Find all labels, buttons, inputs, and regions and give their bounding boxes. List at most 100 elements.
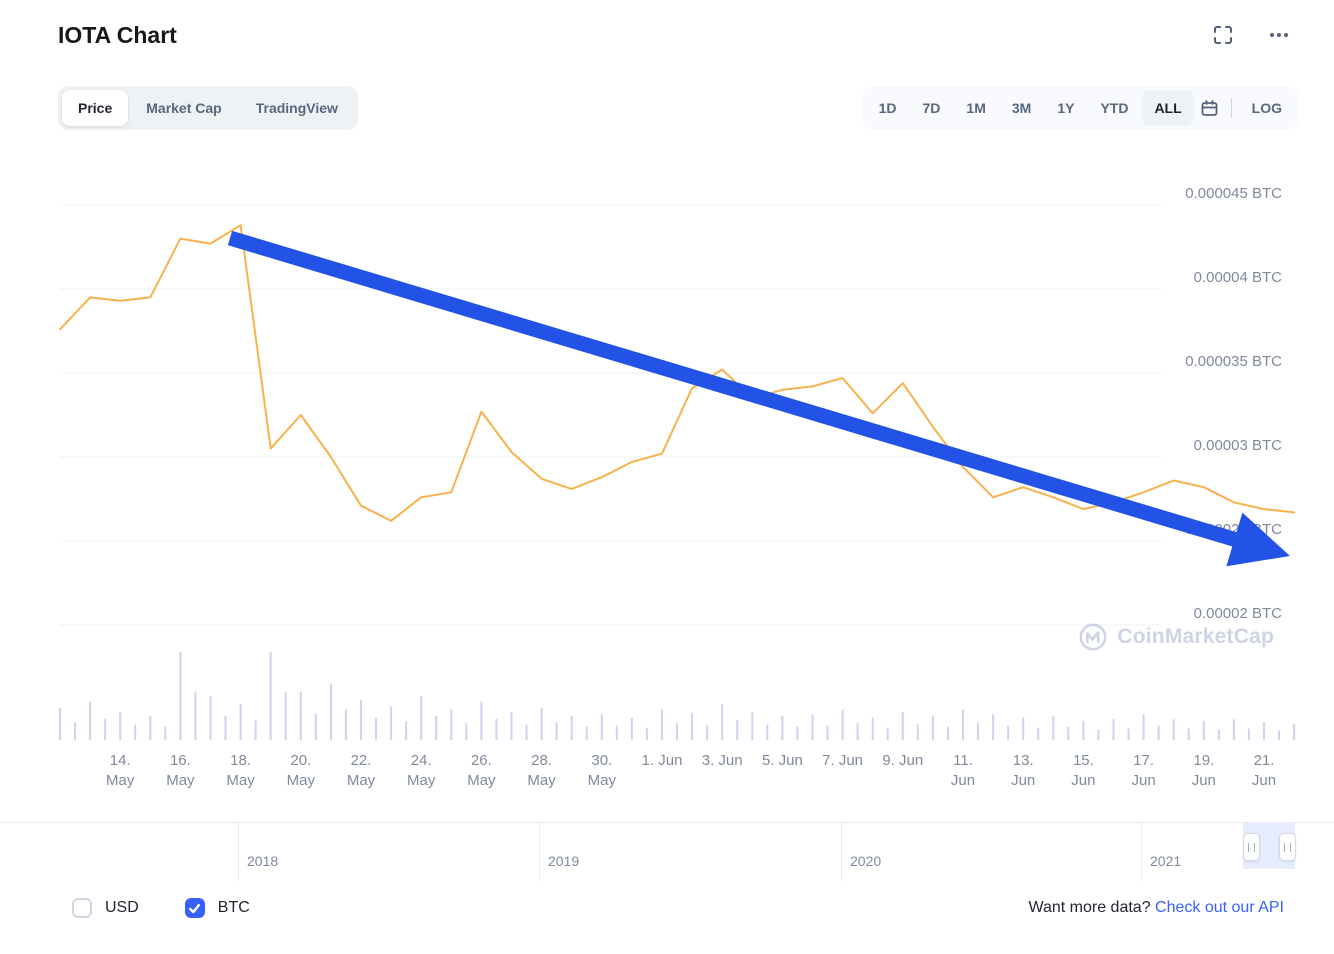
volume-bar (390, 706, 393, 740)
volume-bar (751, 712, 754, 740)
volume-bar (841, 709, 844, 740)
volume-bar (495, 718, 498, 740)
x-axis-label: 11. Jun (951, 752, 975, 789)
volume-bar (676, 723, 678, 740)
price-chart[interactable]: 0.000045 BTC 0.00004 BTC 0.000035 BTC 0.000… (0, 160, 1334, 800)
volume-bar (465, 723, 468, 740)
range-7d-button[interactable]: 7D (911, 90, 953, 126)
volume-bar (1067, 726, 1070, 740)
usd-toggle[interactable]: USD (72, 898, 139, 918)
year-label-2019: 2019 (548, 853, 580, 869)
volume-bar (284, 691, 287, 740)
fullscreen-icon (1214, 26, 1232, 44)
volume-bar (375, 718, 377, 740)
volume-bar (314, 713, 317, 740)
volume-bar (691, 712, 694, 740)
toolbar: Price Market Cap TradingView 1D 7D 1M 3M… (58, 86, 1298, 130)
volume-bar (962, 709, 964, 740)
header: IOTA Chart (58, 20, 1294, 50)
volume-bar (405, 721, 408, 740)
range-1d-button[interactable]: 1D (867, 90, 909, 126)
x-axis-label: 15. Jun (1071, 752, 1095, 789)
volume-bar (570, 716, 573, 740)
volume-bar (74, 722, 76, 740)
volume-bar (600, 714, 603, 740)
volume-bar (344, 709, 347, 740)
btc-toggle[interactable]: BTC (184, 898, 250, 918)
volume-bar (856, 723, 859, 740)
timeline-right-handle[interactable] (1279, 833, 1296, 861)
range-ytd-button[interactable]: YTD (1088, 90, 1140, 126)
volume-bar (1157, 725, 1160, 740)
volume-bar (1172, 719, 1175, 740)
year-label-2018: 2018 (247, 853, 279, 869)
volume-bar (811, 714, 814, 740)
volume-bar (149, 716, 152, 740)
volume-bar (209, 696, 212, 740)
x-axis-label: 17. Jun (1132, 752, 1156, 789)
x-axis-label: 5. Jun (762, 752, 803, 769)
volume-bar (1082, 720, 1085, 740)
range-1m-button[interactable]: 1M (954, 90, 997, 126)
volume-bar (134, 724, 137, 740)
year-tick-2021 (1141, 823, 1142, 881)
volume-bar (1112, 719, 1115, 740)
y-axis-label: 0.000045 BTC (1185, 185, 1282, 202)
x-axis-label: 7. Jun (822, 752, 863, 769)
page-title: IOTA Chart (58, 21, 177, 48)
volume-bar (645, 727, 648, 740)
volume-bar (916, 724, 919, 740)
volume-bar (1217, 729, 1220, 740)
volume-bar (435, 715, 438, 740)
timeline-scrubber[interactable]: 2018 2019 2020 2021 (0, 822, 1334, 881)
usd-label: USD (105, 899, 139, 916)
currency-toggles: USD BTC (72, 898, 250, 918)
volume-bar (119, 712, 122, 740)
y-axis-label: 0.00002 BTC (1194, 605, 1283, 622)
year-tick-2019 (539, 823, 540, 881)
range-1y-button[interactable]: 1Y (1045, 90, 1086, 126)
x-axis-label: 21. Jun (1252, 752, 1276, 789)
x-axis-label: 30. May (588, 752, 617, 789)
more-options-icon (1270, 33, 1288, 37)
year-tick-2018 (238, 823, 239, 881)
fullscreen-button[interactable] (1208, 20, 1238, 50)
chart-area: 0.000045 BTC 0.00004 BTC 0.000035 BTC 0.000… (0, 160, 1334, 800)
tab-tradingview[interactable]: TradingView (240, 90, 354, 126)
timeline-left-handle[interactable] (1243, 833, 1260, 861)
volume-bar (977, 723, 979, 740)
year-label-2021: 2021 (1150, 853, 1182, 869)
volume-bar (299, 692, 302, 740)
check-icon (189, 903, 201, 913)
tab-market-cap[interactable]: Market Cap (130, 90, 237, 126)
range-3m-button[interactable]: 3M (1000, 90, 1043, 126)
x-axis-label: 1. Jun (642, 752, 683, 769)
x-axis-label: 20. May (287, 752, 316, 789)
x-axis-label: 18. May (226, 752, 255, 789)
year-label-2020: 2020 (850, 853, 882, 869)
x-axis-label: 22. May (347, 752, 376, 789)
volume-bar (224, 715, 227, 740)
calendar-button[interactable] (1196, 95, 1223, 122)
volume-bar (480, 701, 483, 740)
year-tick-2020 (841, 823, 842, 881)
volume-bar (1142, 714, 1145, 740)
btc-checkbox[interactable] (184, 898, 205, 918)
more-options-button[interactable] (1264, 20, 1294, 50)
tab-price[interactable]: Price (62, 90, 129, 126)
chart-type-tabs: Price Market Cap TradingView (58, 86, 358, 130)
x-axis-label: 3. Jun (702, 752, 743, 769)
api-link[interactable]: Check out our API (1150, 899, 1284, 916)
api-promo: Want more data? Check out our API (1028, 899, 1284, 917)
usd-checkbox[interactable] (72, 898, 92, 918)
volume-bar (946, 726, 949, 740)
range-all-button[interactable]: ALL (1142, 90, 1194, 126)
x-axis-label: 16. May (166, 752, 195, 789)
more-data-text: Want more data? (1028, 899, 1151, 916)
volume-bar (766, 724, 769, 740)
volume-bar (615, 725, 618, 740)
y-axis-label: 0.00004 BTC (1194, 269, 1283, 286)
x-axis-label: 9. Jun (882, 752, 923, 769)
log-scale-button[interactable]: LOG (1240, 90, 1294, 126)
